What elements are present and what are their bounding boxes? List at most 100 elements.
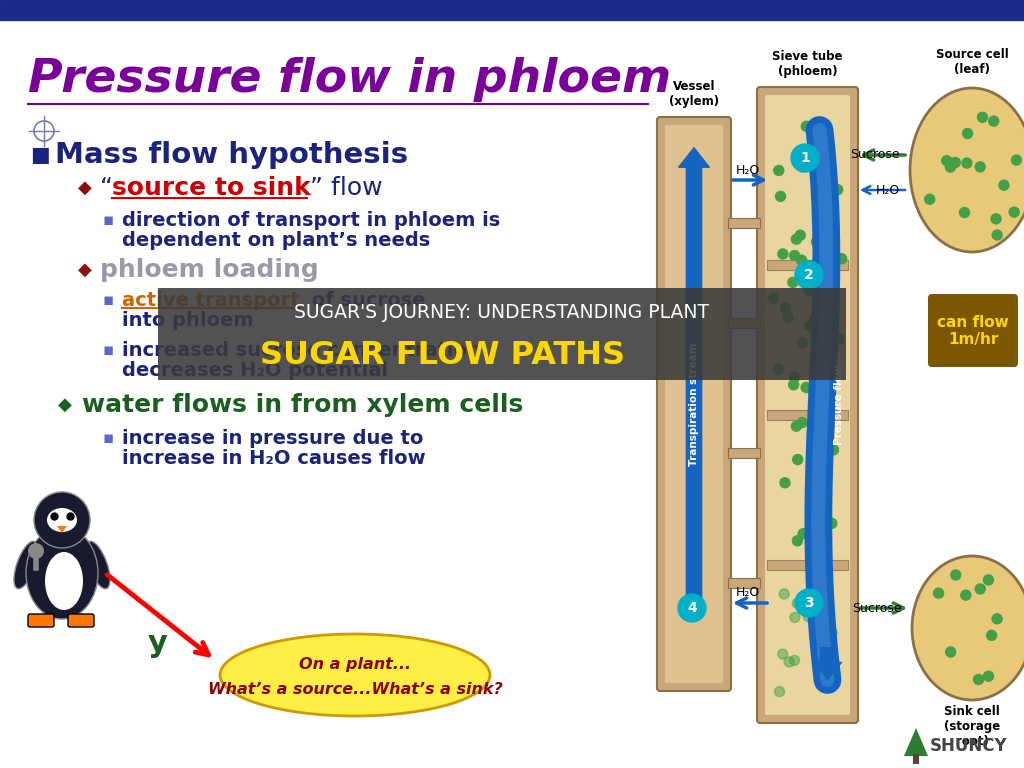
- Circle shape: [780, 478, 790, 488]
- Circle shape: [987, 631, 996, 641]
- Circle shape: [780, 303, 791, 313]
- Text: Sieve tube
(phloem): Sieve tube (phloem): [772, 50, 843, 78]
- Circle shape: [961, 590, 971, 600]
- Text: “: “: [100, 176, 113, 200]
- Circle shape: [783, 313, 794, 323]
- Circle shape: [942, 156, 951, 166]
- Circle shape: [827, 627, 837, 637]
- Text: H₂O: H₂O: [876, 184, 900, 197]
- Ellipse shape: [45, 552, 83, 610]
- Circle shape: [811, 504, 821, 514]
- Polygon shape: [57, 526, 67, 533]
- FancyBboxPatch shape: [757, 87, 858, 723]
- Circle shape: [795, 261, 823, 289]
- Circle shape: [814, 297, 824, 307]
- Circle shape: [798, 528, 808, 538]
- Text: increase in H₂O causes flow: increase in H₂O causes flow: [122, 449, 426, 468]
- Text: decreases H₂O potential: decreases H₂O potential: [122, 360, 388, 379]
- Circle shape: [963, 128, 973, 138]
- Text: Sucrose: Sucrose: [850, 148, 900, 161]
- Text: y: y: [148, 628, 168, 657]
- Circle shape: [837, 253, 847, 263]
- Text: 2: 2: [804, 268, 814, 282]
- Circle shape: [798, 338, 808, 348]
- Circle shape: [827, 651, 838, 661]
- Text: SUGAR'S JOURNEY: UNDERSTANDING PLANT: SUGAR'S JOURNEY: UNDERSTANDING PLANT: [295, 303, 710, 323]
- Circle shape: [978, 112, 987, 122]
- FancyBboxPatch shape: [928, 294, 1018, 367]
- Circle shape: [975, 162, 985, 172]
- Circle shape: [828, 445, 839, 455]
- Circle shape: [816, 429, 826, 439]
- Circle shape: [797, 255, 807, 265]
- Circle shape: [801, 382, 811, 392]
- Text: ◆: ◆: [58, 396, 72, 414]
- Circle shape: [775, 191, 785, 201]
- Ellipse shape: [220, 634, 490, 716]
- Circle shape: [992, 614, 1002, 624]
- Circle shape: [811, 258, 821, 268]
- Ellipse shape: [910, 88, 1024, 252]
- Bar: [158, 288, 846, 380]
- Circle shape: [989, 116, 998, 126]
- Text: 4: 4: [687, 601, 697, 615]
- Circle shape: [784, 657, 794, 667]
- Circle shape: [804, 611, 813, 621]
- Text: ” flow: ” flow: [310, 176, 383, 200]
- Text: can flow
1m/hr: can flow 1m/hr: [937, 315, 1009, 347]
- Bar: [767, 560, 848, 570]
- Text: water flows in from xylem cells: water flows in from xylem cells: [82, 393, 523, 417]
- Text: SHUNCY: SHUNCY: [930, 737, 1008, 755]
- Circle shape: [778, 649, 787, 659]
- Text: Transpiration stream: Transpiration stream: [689, 343, 699, 465]
- Circle shape: [774, 687, 784, 697]
- Circle shape: [950, 570, 961, 580]
- Circle shape: [678, 594, 706, 622]
- Bar: [0, 0, 1024, 20]
- FancyBboxPatch shape: [765, 95, 850, 715]
- Text: What’s a source...What’s a sink?: What’s a source...What’s a sink?: [208, 683, 503, 697]
- Text: increase in pressure due to: increase in pressure due to: [122, 429, 423, 448]
- Circle shape: [818, 413, 828, 423]
- Circle shape: [793, 455, 803, 465]
- Circle shape: [818, 286, 828, 296]
- Text: 3: 3: [804, 596, 814, 610]
- Circle shape: [790, 655, 800, 665]
- Circle shape: [793, 598, 802, 608]
- Bar: [728, 218, 760, 228]
- Text: Pressure flow: Pressure flow: [835, 365, 845, 445]
- Ellipse shape: [912, 556, 1024, 700]
- Circle shape: [774, 165, 783, 175]
- Circle shape: [834, 334, 844, 344]
- Circle shape: [793, 536, 803, 546]
- Bar: [728, 578, 760, 588]
- Text: SUGAR FLOW PATHS: SUGAR FLOW PATHS: [259, 339, 625, 371]
- Ellipse shape: [26, 527, 98, 619]
- Circle shape: [812, 237, 821, 247]
- Circle shape: [795, 589, 823, 617]
- Circle shape: [999, 180, 1009, 190]
- Circle shape: [945, 162, 955, 172]
- Text: Sucrose: Sucrose: [852, 601, 902, 614]
- FancyBboxPatch shape: [68, 614, 94, 627]
- Circle shape: [991, 214, 1001, 223]
- Circle shape: [792, 421, 802, 431]
- Circle shape: [829, 330, 839, 340]
- Circle shape: [925, 194, 935, 204]
- Circle shape: [962, 158, 972, 168]
- Bar: [767, 260, 848, 270]
- Text: ▪: ▪: [102, 291, 114, 309]
- Circle shape: [945, 647, 955, 657]
- Circle shape: [992, 230, 1002, 240]
- Text: ◆: ◆: [78, 179, 92, 197]
- Circle shape: [798, 418, 807, 428]
- Circle shape: [778, 249, 787, 259]
- Circle shape: [818, 369, 828, 379]
- FancyBboxPatch shape: [665, 125, 723, 683]
- Circle shape: [983, 671, 993, 681]
- Circle shape: [826, 518, 837, 528]
- Circle shape: [1012, 155, 1022, 165]
- Circle shape: [790, 250, 800, 260]
- Circle shape: [28, 543, 44, 559]
- Circle shape: [791, 144, 819, 172]
